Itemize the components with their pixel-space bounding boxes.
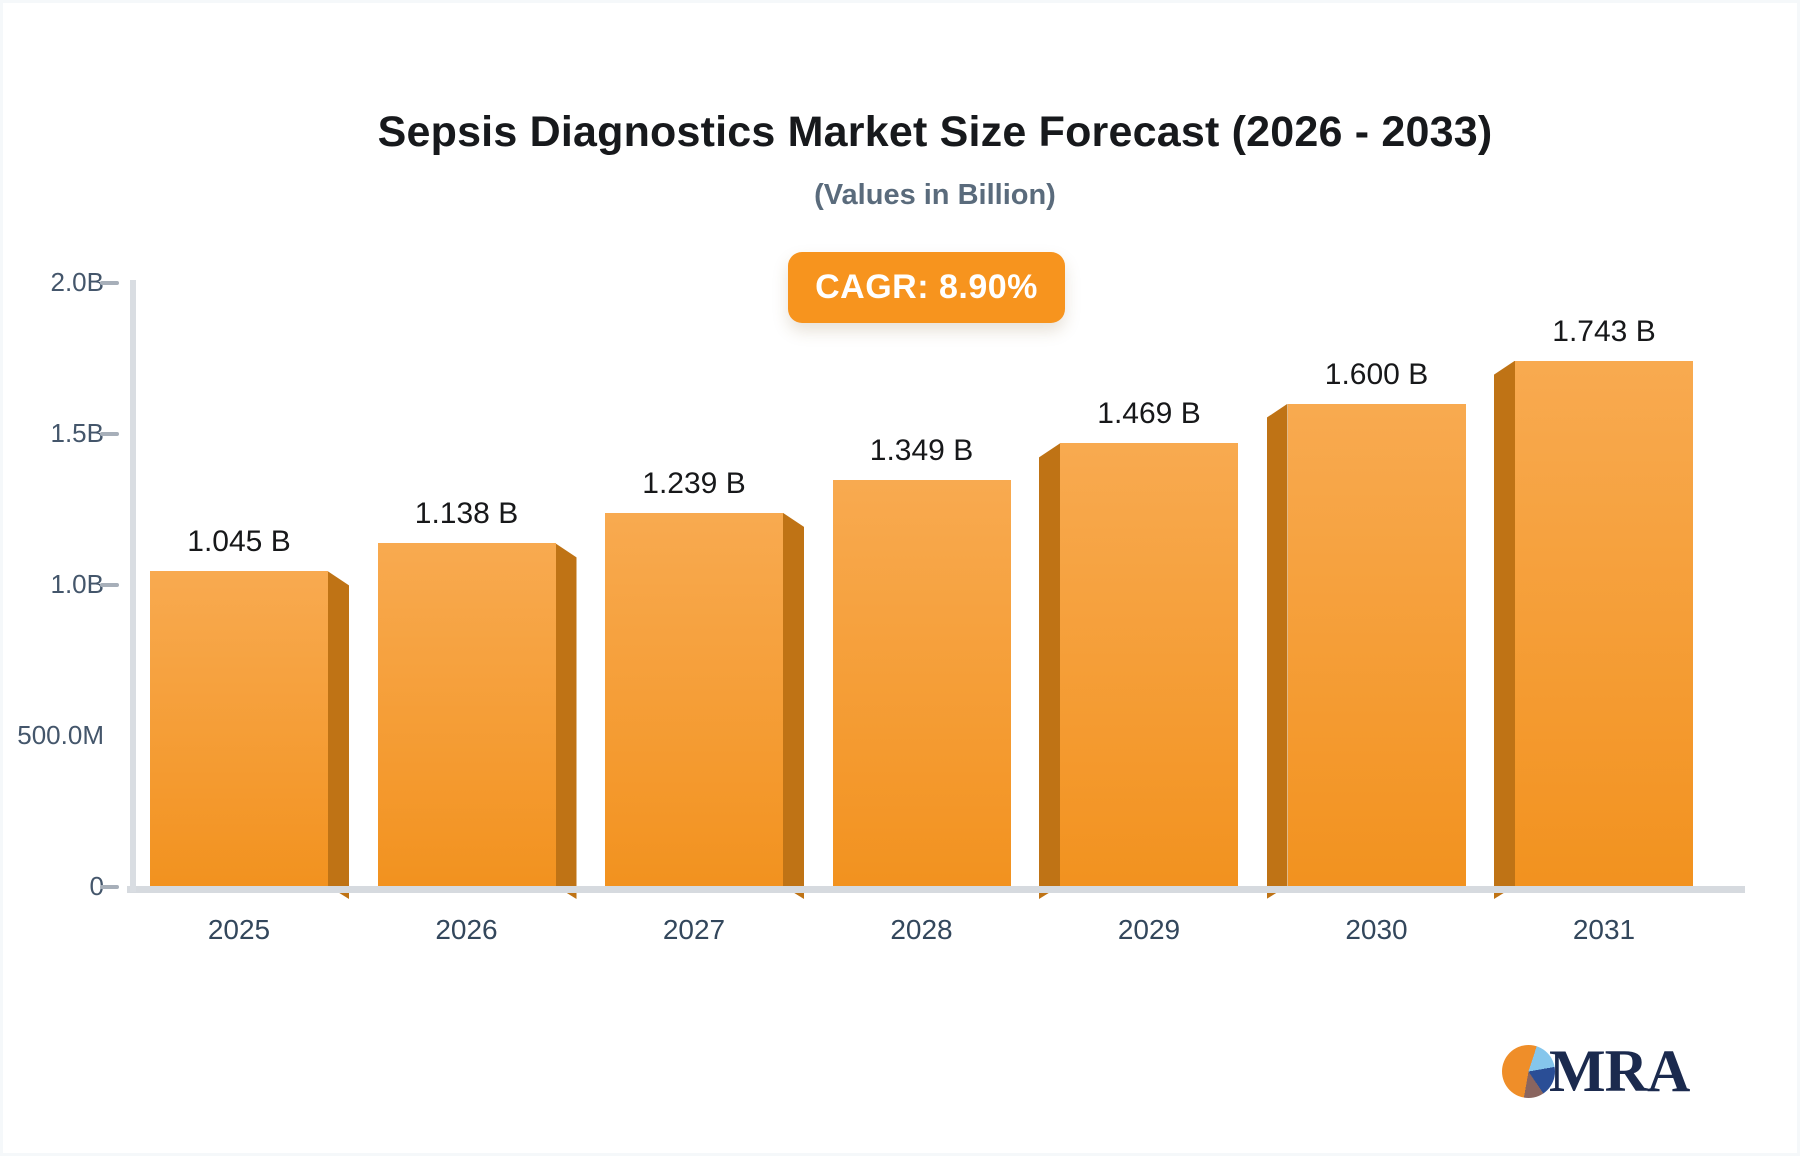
y-axis-label: 2.0B: [50, 267, 105, 297]
logo-text: MRA: [1549, 1038, 1690, 1104]
bar-side-face: [328, 571, 349, 899]
bar-2029: [1060, 443, 1238, 886]
bar-value-label: 1.349 B: [869, 433, 974, 467]
y-axis-line: [130, 280, 136, 892]
bar-side-face: [1267, 404, 1288, 899]
cagr-badge: CAGR: 8.90%: [788, 252, 1065, 323]
y-axis-tick: [100, 583, 119, 587]
bar-side-face: [1039, 443, 1060, 899]
bar-value-label: 1.138 B: [414, 497, 519, 531]
bar-value-label: 1.469 B: [1097, 397, 1201, 431]
bar-2028: [832, 479, 1011, 886]
x-axis-label-2028: 2028: [890, 914, 953, 945]
y-axis-tick: [100, 432, 119, 436]
y-axis-label: 1.0B: [50, 569, 105, 599]
chart-title: Sepsis Diagnostics Market Size Forecast …: [377, 108, 1493, 156]
y-axis-tick: [100, 281, 119, 285]
bar-value-label: 1.239 B: [642, 466, 746, 500]
y-axis-label: 500.0M: [17, 720, 104, 750]
mra-logo: MRA: [1502, 1038, 1690, 1104]
x-axis-line: [127, 886, 1745, 893]
bar-2030: [1287, 403, 1466, 886]
y-axis-tick: [100, 885, 119, 889]
x-axis-label-2030: 2030: [1345, 914, 1408, 945]
x-axis-label-2027: 2027: [662, 914, 726, 945]
x-axis-label-2029: 2029: [1117, 914, 1181, 945]
x-axis-label-2025: 2025: [207, 914, 271, 945]
bar-value-label: 1.045 B: [187, 525, 291, 559]
bar-2025: [150, 571, 328, 886]
bar-2026: [377, 543, 556, 886]
pie-chart-logo-icon: [1502, 1044, 1555, 1098]
y-axis-label: 0: [89, 871, 104, 901]
bar-side-face: [556, 543, 577, 899]
bar-value-label: 1.743 B: [1552, 314, 1656, 348]
bar-side-face: [783, 513, 804, 899]
x-axis-label-2026: 2026: [435, 914, 498, 945]
bar-2027: [605, 512, 783, 886]
cagr-badge-label: CAGR: 8.90%: [815, 268, 1038, 306]
bar-side-face: [1494, 361, 1515, 899]
chart-header: Sepsis Diagnostics Market Size Forecast …: [130, 108, 1740, 212]
bar-value-label: 1.600 B: [1324, 357, 1429, 391]
bar-2031: [1515, 360, 1693, 886]
y-axis-label: 1.5B: [50, 418, 105, 448]
x-axis-label-2031: 2031: [1572, 914, 1636, 945]
chart-subtitle: (Values in Billion): [814, 179, 1056, 211]
